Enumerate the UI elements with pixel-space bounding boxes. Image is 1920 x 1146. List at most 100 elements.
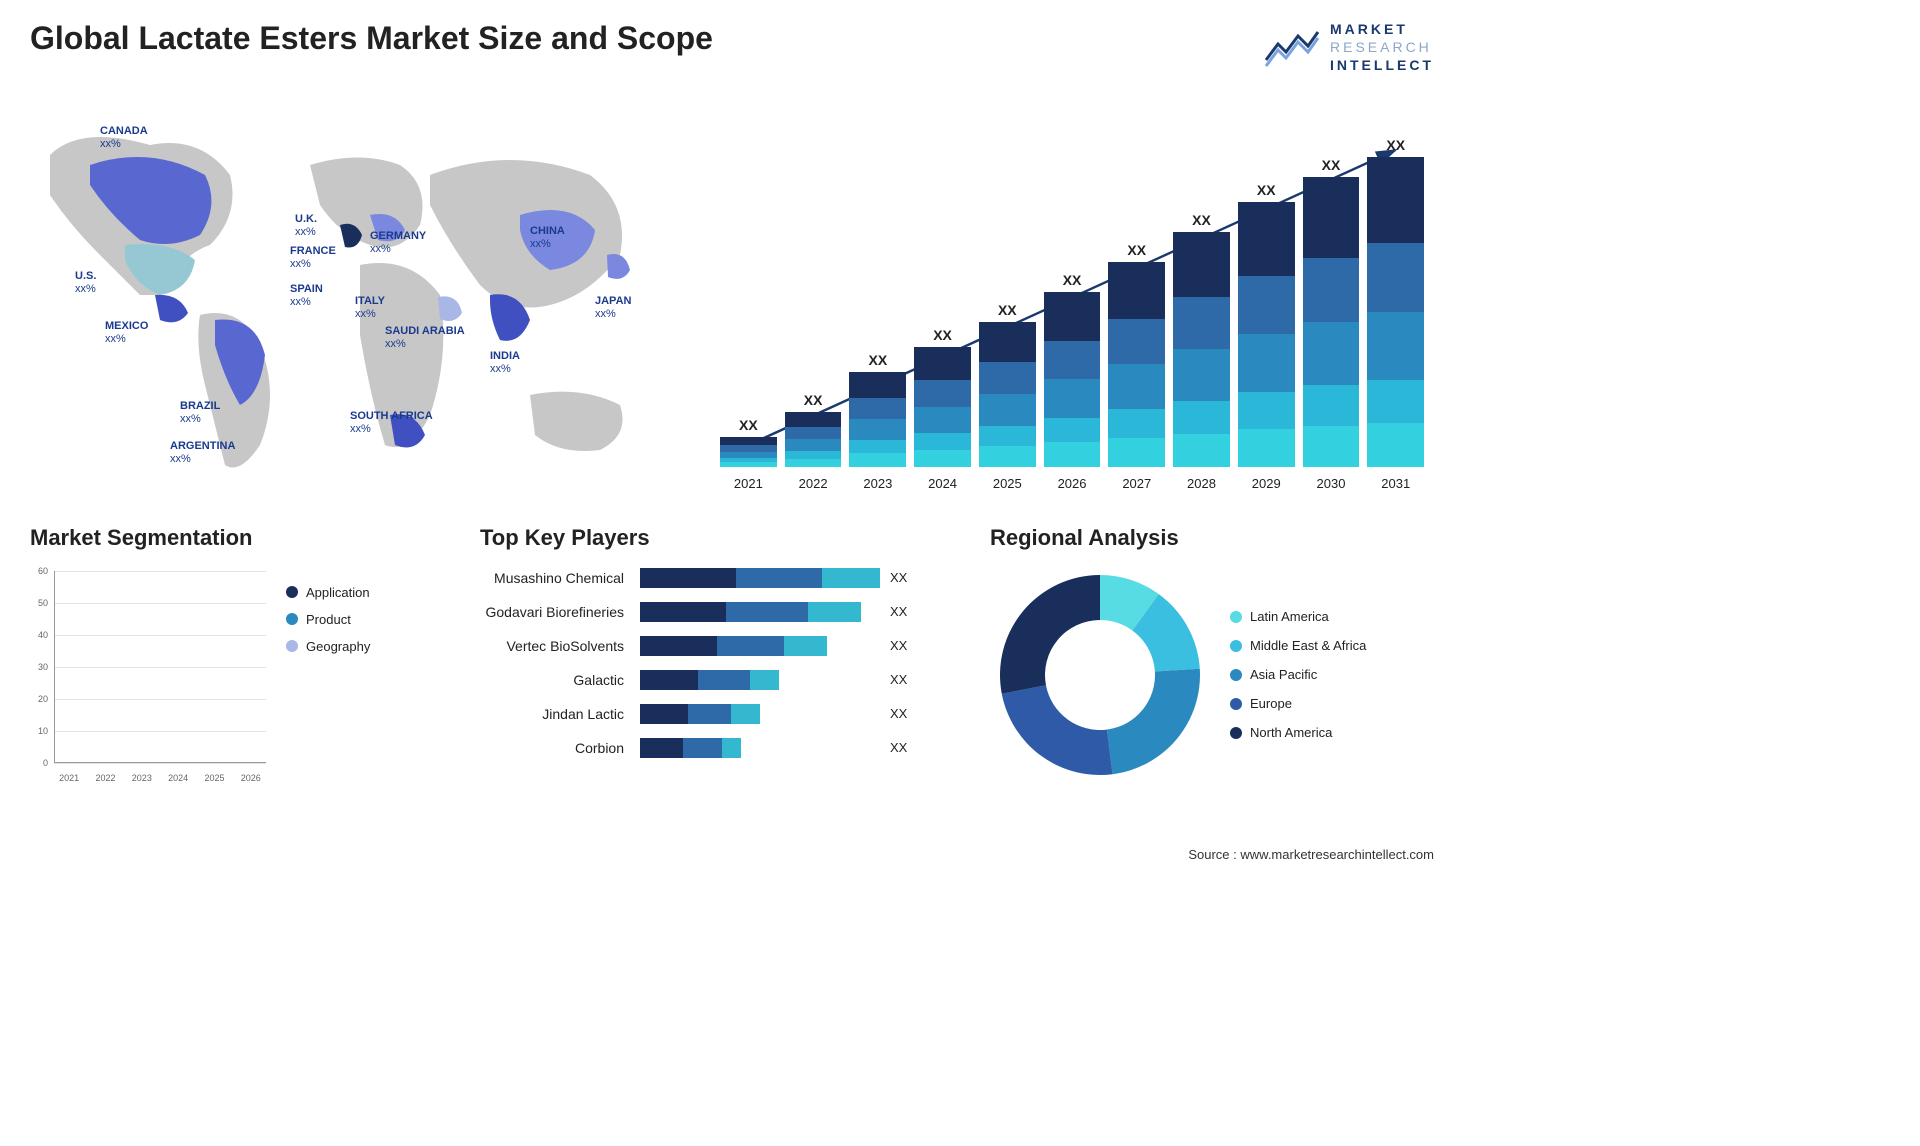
- legend-item: North America: [1230, 725, 1434, 740]
- growth-year-label: 2024: [914, 476, 971, 491]
- legend-item: Asia Pacific: [1230, 667, 1434, 682]
- legend-item: Product: [286, 612, 450, 627]
- player-value: XX: [890, 706, 907, 721]
- player-name: Galactic: [480, 672, 630, 688]
- map-label: GERMANYxx%: [370, 230, 426, 256]
- growth-value-label: XX: [1063, 272, 1082, 288]
- legend-item: Application: [286, 585, 450, 600]
- map-label: JAPANxx%: [595, 295, 631, 321]
- segmentation-panel: Market Segmentation 0102030405060 202120…: [30, 525, 450, 785]
- growth-value-label: XX: [1127, 242, 1146, 258]
- growth-bar: XX: [1044, 272, 1101, 467]
- player-bar: [640, 738, 880, 758]
- growth-bar: XX: [849, 352, 906, 467]
- growth-bar: XX: [979, 302, 1036, 467]
- players-title: Top Key Players: [480, 525, 960, 551]
- player-bar: [640, 568, 880, 588]
- growth-bar: XX: [1238, 182, 1295, 467]
- player-value: XX: [890, 604, 907, 619]
- growth-value-label: XX: [933, 327, 952, 343]
- player-row: Musashino Chemical XX: [480, 565, 960, 591]
- regional-donut: [990, 565, 1210, 785]
- map-label: MEXICOxx%: [105, 320, 148, 346]
- logo-line3: INTELLECT: [1330, 56, 1434, 74]
- growth-year-label: 2026: [1044, 476, 1101, 491]
- growth-chart-panel: XX XX XX XX XX XX XX XX XX XX XX 2021 2022 2023 2024 2…: [700, 95, 1434, 495]
- map-label: SAUDI ARABIAxx%: [385, 325, 465, 351]
- players-panel: Top Key Players Musashino ChemicalXXGoda…: [480, 525, 960, 785]
- growth-bar: XX: [1367, 137, 1424, 467]
- growth-value-label: XX: [1322, 157, 1341, 173]
- donut-slice: [1107, 668, 1200, 773]
- player-bar: [640, 602, 880, 622]
- brand-logo: MARKET RESEARCH INTELLECT: [1264, 20, 1434, 75]
- player-value: XX: [890, 570, 907, 585]
- growth-year-label: 2029: [1238, 476, 1295, 491]
- donut-slice: [1000, 575, 1100, 694]
- player-bar: [640, 636, 880, 656]
- player-value: XX: [890, 672, 907, 687]
- map-label: ITALYxx%: [355, 295, 385, 321]
- player-row: Jindan Lactic XX: [480, 701, 960, 727]
- growth-year-label: 2023: [849, 476, 906, 491]
- page-title: Global Lactate Esters Market Size and Sc…: [30, 20, 713, 57]
- growth-year-label: 2025: [979, 476, 1036, 491]
- player-name: Corbion: [480, 740, 630, 756]
- map-label: CHINAxx%: [530, 225, 565, 251]
- map-label: ARGENTINAxx%: [170, 440, 235, 466]
- growth-bar: XX: [720, 417, 777, 467]
- growth-bar: XX: [785, 392, 842, 467]
- world-map-panel: CANADAxx% U.S.xx% MEXICOxx% BRAZILxx% ARGENT…: [30, 95, 660, 495]
- growth-bar: XX: [1173, 212, 1230, 467]
- map-label: SPAINxx%: [290, 283, 323, 309]
- regional-title: Regional Analysis: [990, 525, 1434, 551]
- growth-bar: XX: [914, 327, 971, 467]
- player-bar: [640, 670, 880, 690]
- growth-year-label: 2030: [1303, 476, 1360, 491]
- growth-year-label: 2021: [720, 476, 777, 491]
- player-row: Galactic XX: [480, 667, 960, 693]
- logo-line1: MARKET: [1330, 20, 1434, 38]
- growth-value-label: XX: [1257, 182, 1276, 198]
- growth-value-label: XX: [1192, 212, 1211, 228]
- growth-year-label: 2031: [1367, 476, 1424, 491]
- map-label: U.K.xx%: [295, 213, 317, 239]
- player-name: Vertec BioSolvents: [480, 638, 630, 654]
- growth-year-label: 2027: [1108, 476, 1165, 491]
- segmentation-title: Market Segmentation: [30, 525, 450, 551]
- legend-item: Middle East & Africa: [1230, 638, 1434, 653]
- player-value: XX: [890, 638, 907, 653]
- legend-item: Geography: [286, 639, 450, 654]
- growth-year-label: 2028: [1173, 476, 1230, 491]
- legend-item: Latin America: [1230, 609, 1434, 624]
- source-label: Source : www.marketresearchintellect.com: [1188, 847, 1434, 862]
- regional-legend: Latin America Middle East & Africa Asia Pa…: [1230, 609, 1434, 740]
- player-name: Godavari Biorefineries: [480, 604, 630, 620]
- regional-panel: Regional Analysis Latin America Middle Ea…: [990, 525, 1434, 785]
- player-bar: [640, 704, 880, 724]
- player-name: Musashino Chemical: [480, 570, 630, 586]
- legend-item: Europe: [1230, 696, 1434, 711]
- player-row: Corbion XX: [480, 735, 960, 761]
- map-label: SOUTH AFRICAxx%: [350, 410, 433, 436]
- map-label: FRANCExx%: [290, 245, 336, 271]
- map-label: BRAZILxx%: [180, 400, 220, 426]
- map-label: INDIAxx%: [490, 350, 520, 376]
- growth-value-label: XX: [804, 392, 823, 408]
- donut-slice: [1002, 685, 1113, 775]
- growth-value-label: XX: [868, 352, 887, 368]
- logo-line2: RESEARCH: [1330, 38, 1434, 56]
- player-name: Jindan Lactic: [480, 706, 630, 722]
- growth-year-label: 2022: [785, 476, 842, 491]
- growth-value-label: XX: [998, 302, 1017, 318]
- growth-bar: XX: [1303, 157, 1360, 467]
- world-map: [30, 95, 660, 495]
- map-label: CANADAxx%: [100, 125, 148, 151]
- player-value: XX: [890, 740, 907, 755]
- growth-bar: XX: [1108, 242, 1165, 467]
- segmentation-legend: Application Product Geography: [286, 565, 450, 785]
- growth-value-label: XX: [1386, 137, 1405, 153]
- map-label: U.S.xx%: [75, 270, 96, 296]
- player-row: Godavari Biorefineries XX: [480, 599, 960, 625]
- logo-icon: [1264, 26, 1320, 68]
